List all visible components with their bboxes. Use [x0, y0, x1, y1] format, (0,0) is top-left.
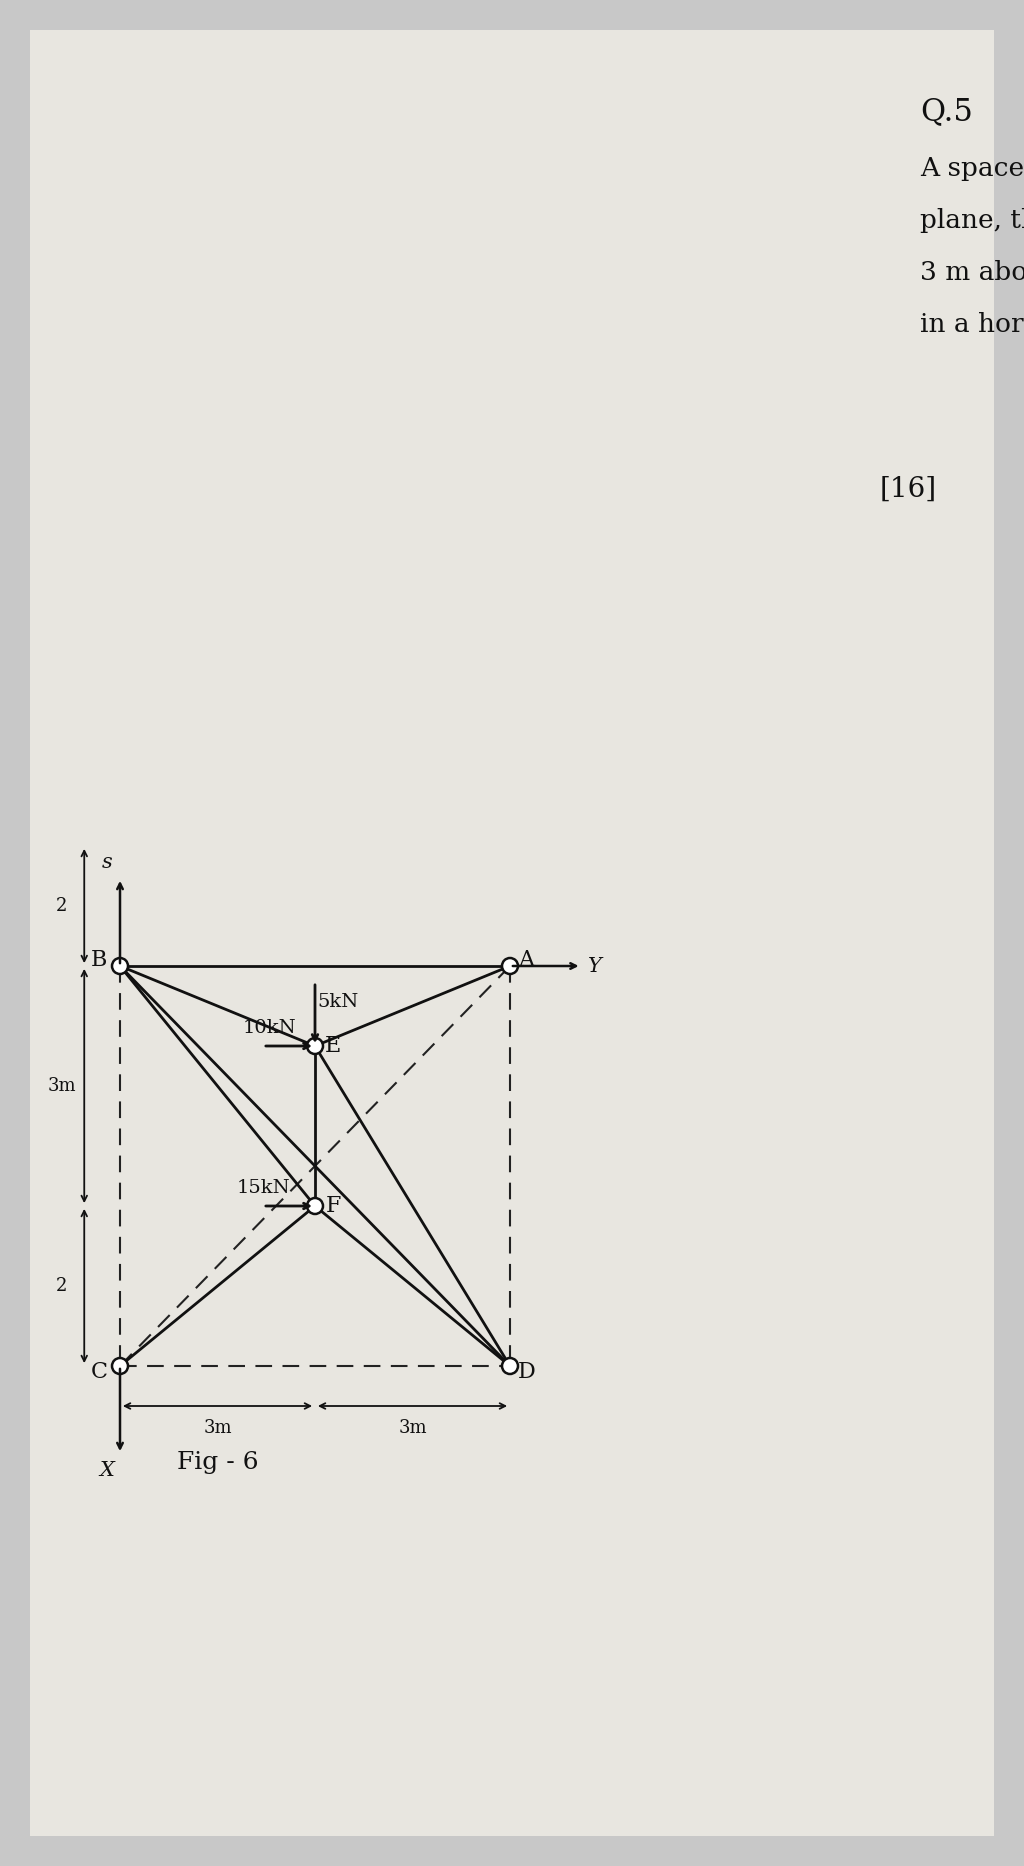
Text: C: C [91, 1362, 108, 1383]
Text: A: A [518, 948, 535, 970]
Text: D: D [517, 1362, 536, 1383]
Text: [16]: [16] [880, 476, 937, 504]
Text: s: s [101, 853, 113, 871]
Text: X: X [99, 1461, 115, 1480]
Text: F: F [326, 1194, 341, 1217]
Text: Y: Y [588, 957, 601, 976]
Text: 15kN: 15kN [237, 1179, 290, 1198]
Text: 3m: 3m [398, 1420, 427, 1437]
Text: 3 m above the base. The loads at the joints E and F, shown in the figure act: 3 m above the base. The loads at the joi… [920, 259, 1024, 285]
Circle shape [502, 1358, 518, 1373]
Text: B: B [91, 948, 108, 970]
Text: 2: 2 [56, 1276, 68, 1295]
Text: A space frame shown in Fig-6 is supported at A, B, C and D in a horizontal: A space frame shown in Fig-6 is supporte… [920, 157, 1024, 181]
Circle shape [502, 957, 518, 974]
Text: Q.5: Q.5 [920, 95, 973, 127]
Text: 10kN: 10kN [243, 1019, 296, 1037]
Text: Fig - 6: Fig - 6 [177, 1450, 258, 1474]
Text: plane, through ball joints. The member EF is horizontal, and is at a height of: plane, through ball joints. The member E… [920, 207, 1024, 233]
Text: 3m: 3m [203, 1420, 231, 1437]
Text: in a horizontal plane. Find the forces in all the members of the frame.: in a horizontal plane. Find the forces i… [920, 312, 1024, 338]
FancyBboxPatch shape [30, 30, 994, 1836]
Circle shape [307, 1198, 323, 1215]
Text: 2: 2 [56, 898, 68, 914]
Text: E: E [325, 1036, 341, 1056]
Circle shape [112, 1358, 128, 1373]
Circle shape [307, 1037, 323, 1054]
Text: 5kN: 5kN [317, 993, 358, 1011]
Circle shape [112, 957, 128, 974]
Text: 3m: 3m [47, 1077, 76, 1095]
